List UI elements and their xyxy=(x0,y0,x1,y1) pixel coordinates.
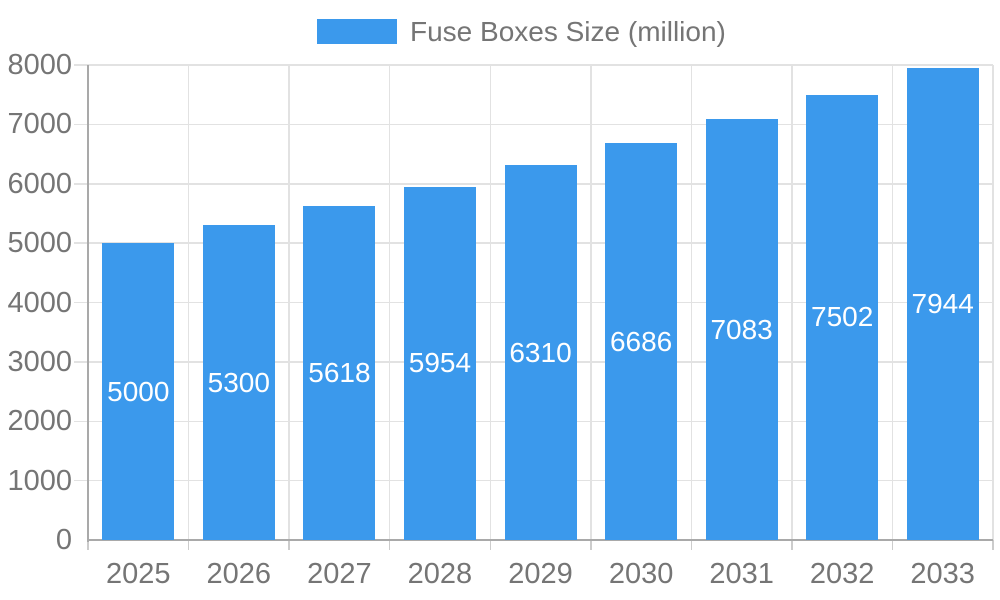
legend[interactable]: Fuse Boxes Size (million) xyxy=(317,16,726,47)
x-axis-label: 2033 xyxy=(910,558,975,590)
x-axis-label: 2026 xyxy=(206,558,272,590)
x-axis-tick xyxy=(590,540,592,550)
bar-2033[interactable]: 7944 xyxy=(906,68,979,540)
y-axis-label: 2000 xyxy=(7,405,72,438)
bar-2031[interactable]: 7083 xyxy=(705,119,778,540)
x-axis-tick xyxy=(388,540,391,550)
y-axis-label: 8000 xyxy=(7,49,72,81)
x-axis-tick xyxy=(187,540,190,550)
y-axis-label: 4000 xyxy=(7,286,72,319)
x-axis-tick xyxy=(288,540,290,550)
bar-value-label: 7502 xyxy=(811,301,874,333)
gridline-vertical xyxy=(590,65,592,540)
legend-label: Fuse Boxes Size (million) xyxy=(410,16,726,47)
bar-2026[interactable]: 5300 xyxy=(202,225,275,540)
bar-2029[interactable]: 6310 xyxy=(504,165,577,540)
bar-2028[interactable]: 5954 xyxy=(403,186,476,540)
gridline-horizontal xyxy=(74,123,993,126)
legend-swatch xyxy=(317,19,397,44)
gridline-vertical xyxy=(288,65,290,540)
bar-value-label: 5954 xyxy=(408,347,472,379)
bar-2027[interactable]: 5618 xyxy=(303,206,376,540)
x-axis-label: 2025 xyxy=(106,558,171,590)
bar-value-label: 7944 xyxy=(911,288,974,320)
x-axis-tick xyxy=(992,540,994,550)
y-axis-label: 0 xyxy=(55,524,72,556)
bar-2030[interactable]: 6686 xyxy=(605,143,678,540)
bar-value-label: 5300 xyxy=(207,366,270,398)
gridline-vertical xyxy=(489,65,491,540)
x-axis-label: 2031 xyxy=(709,558,774,590)
bar-value-label: 6686 xyxy=(609,325,673,357)
x-axis-tick xyxy=(489,540,491,550)
bar-2025[interactable]: 5000 xyxy=(102,243,175,540)
bar-2032[interactable]: 7502 xyxy=(806,94,879,540)
gridline-vertical xyxy=(187,65,190,540)
gridline-vertical xyxy=(891,65,894,540)
y-axis-label: 1000 xyxy=(7,464,72,497)
bar-value-label: 5618 xyxy=(308,357,371,389)
gridline-vertical xyxy=(388,65,391,540)
bar-value-label: 5000 xyxy=(107,375,170,407)
x-axis-label: 2029 xyxy=(508,558,573,590)
gridline-vertical xyxy=(992,65,994,540)
y-axis-label: 3000 xyxy=(7,345,72,378)
x-axis-label: 2028 xyxy=(407,558,473,590)
x-axis-tick xyxy=(87,540,89,550)
gridline-vertical xyxy=(690,65,693,540)
bar-value-label: 6310 xyxy=(509,336,572,368)
x-axis-label: 2030 xyxy=(608,558,674,590)
x-axis-label: 2027 xyxy=(307,558,372,590)
y-axis-label: 5000 xyxy=(7,227,72,260)
y-axis-line xyxy=(86,65,89,542)
gridline-horizontal xyxy=(74,64,993,66)
y-axis-label: 7000 xyxy=(7,108,72,141)
gridline-vertical xyxy=(791,65,793,540)
x-axis-tick xyxy=(891,540,894,550)
x-axis-tick xyxy=(690,540,693,550)
x-axis-line xyxy=(87,539,993,541)
x-axis-label: 2032 xyxy=(809,558,875,590)
bar-value-label: 7083 xyxy=(710,313,773,345)
x-axis-tick xyxy=(791,540,793,550)
y-axis-label: 6000 xyxy=(7,167,72,200)
